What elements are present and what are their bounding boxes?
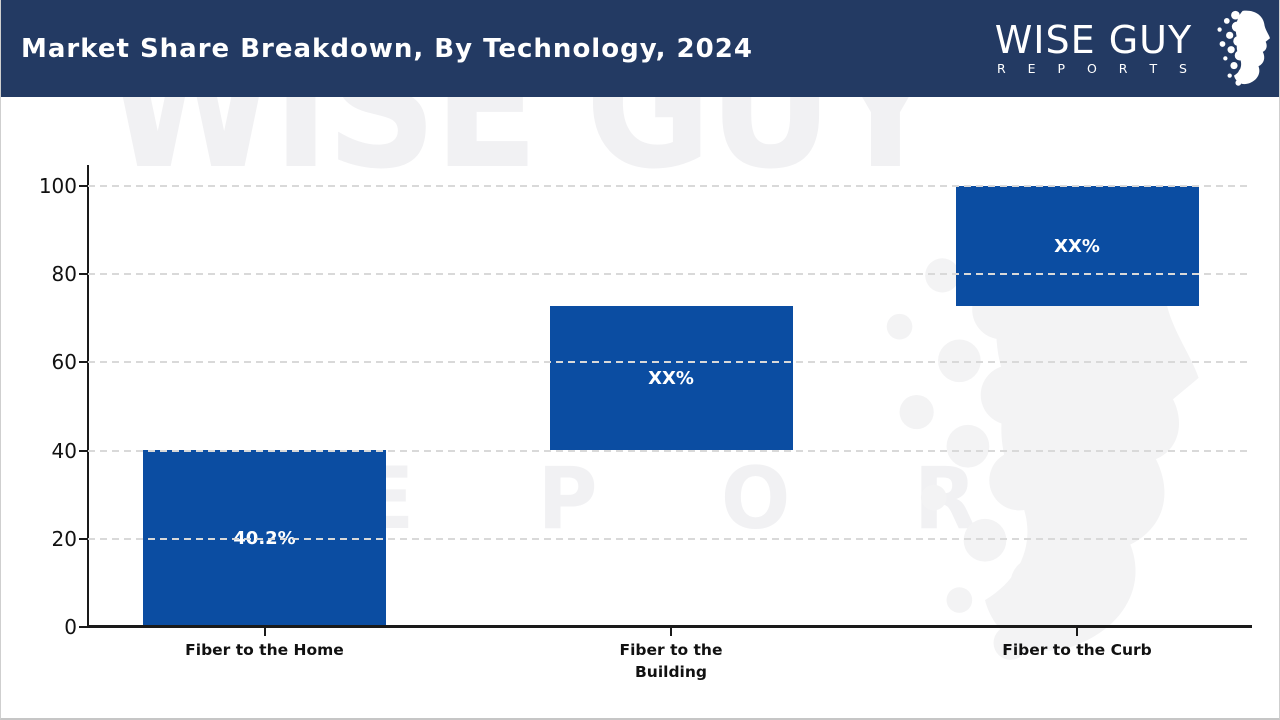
bar-segment-2: XX% bbox=[549, 306, 793, 450]
bar-segment-3: XX% bbox=[955, 186, 1199, 307]
x-tick bbox=[263, 628, 266, 636]
y-tick-label: 40 bbox=[51, 438, 77, 463]
x-tick bbox=[670, 628, 672, 636]
x-category-label: Fiber to the Building bbox=[619, 641, 723, 681]
gridline-20 bbox=[88, 537, 1252, 540]
bar-value-label: XX% bbox=[1054, 235, 1100, 257]
x-axis-line bbox=[87, 625, 1252, 628]
y-tick-60 bbox=[79, 361, 87, 364]
bar-value-label: XX% bbox=[648, 367, 694, 389]
page-title: Market Share Breakdown, By Technology, 2… bbox=[21, 33, 753, 64]
gridline-100 bbox=[88, 185, 1252, 187]
logo-subtitle: R E P O R T S bbox=[996, 61, 1196, 76]
x-category-label: Fiber to the Home bbox=[185, 641, 344, 659]
y-tick-label: 80 bbox=[51, 262, 77, 287]
x-tick bbox=[1076, 628, 1078, 636]
wise-guy-reports-logo: WISE GUY R E P O R T S bbox=[991, 8, 1280, 90]
y-tick-label: 20 bbox=[51, 526, 77, 551]
header-bar: Market Share Breakdown, By Technology, 2… bbox=[0, 0, 1280, 97]
y-tick-label: 60 bbox=[51, 350, 77, 375]
logo-text: WISE GUY R E P O R T S bbox=[991, 21, 1196, 76]
gridline-80 bbox=[88, 273, 1252, 276]
logo-wordmark: WISE GUY bbox=[994, 18, 1193, 62]
y-tick-20 bbox=[79, 537, 87, 540]
y-tick-80 bbox=[79, 273, 87, 276]
y-tick-label: 100 bbox=[38, 174, 77, 198]
x-category-label: Fiber to the Curb bbox=[1002, 641, 1152, 659]
y-axis-line bbox=[87, 165, 89, 628]
y-tick-100 bbox=[79, 185, 87, 187]
y-tick-label: 0 bbox=[64, 615, 77, 639]
gridline-60 bbox=[88, 361, 1252, 364]
y-tick-0 bbox=[79, 626, 87, 628]
gridline-40 bbox=[88, 449, 1252, 452]
logo-face-dots-icon bbox=[1217, 10, 1270, 86]
chart-plot-area: WISE GUY R E P O R T S 40.2% XX% XX% 0 20 40… bbox=[0, 5, 1280, 720]
y-tick-40 bbox=[79, 449, 87, 452]
